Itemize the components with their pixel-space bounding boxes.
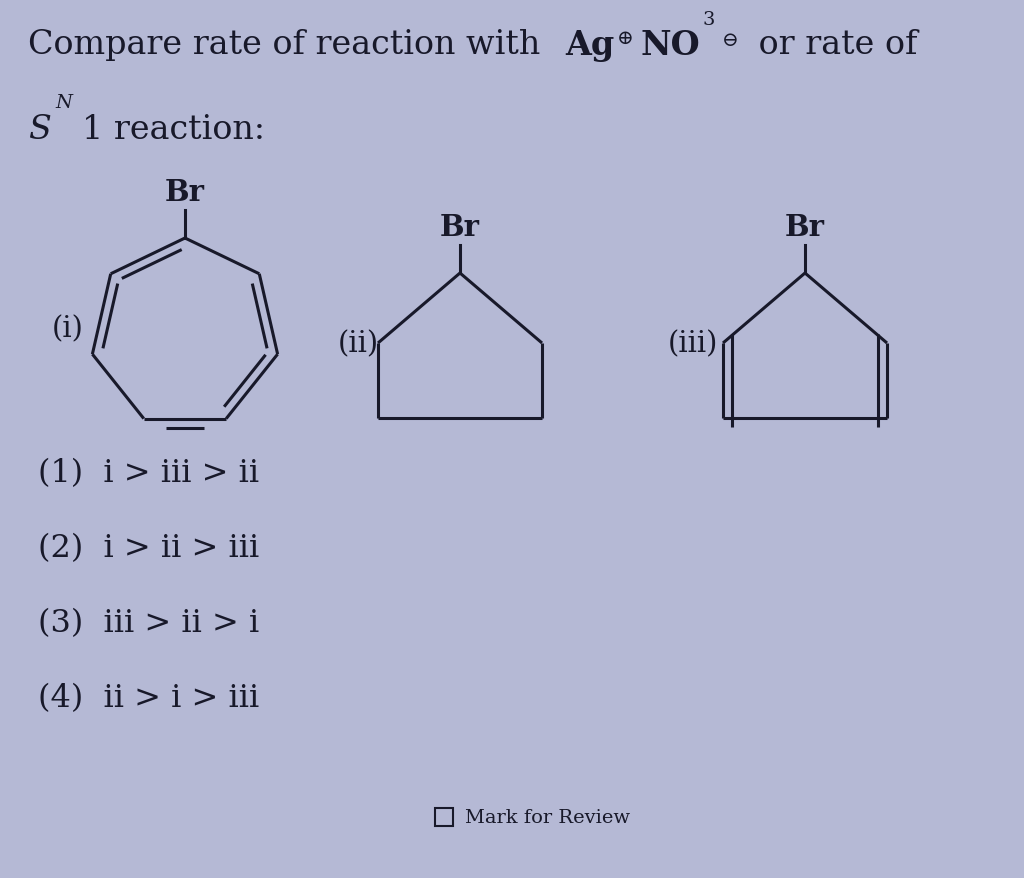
Text: Compare rate of reaction with: Compare rate of reaction with [28, 29, 551, 61]
Text: Br: Br [785, 212, 825, 241]
Text: Br: Br [440, 212, 480, 241]
Text: NO: NO [640, 29, 699, 62]
Text: (1)  i > iii > ii: (1) i > iii > ii [38, 458, 259, 489]
Text: ⊕: ⊕ [617, 29, 634, 48]
Text: 3: 3 [702, 11, 715, 29]
Text: (3)  iii > ii > i: (3) iii > ii > i [38, 608, 259, 639]
FancyBboxPatch shape [435, 808, 453, 826]
Text: or rate of: or rate of [748, 29, 918, 61]
Text: (2)  i > ii > iii: (2) i > ii > iii [38, 533, 259, 564]
Text: (iii): (iii) [668, 329, 719, 357]
Text: N: N [55, 94, 72, 112]
Text: S: S [28, 114, 51, 146]
Text: (ii): (ii) [338, 329, 379, 357]
Text: Ag: Ag [565, 29, 614, 62]
Text: Br: Br [165, 178, 205, 206]
Text: 1 reaction:: 1 reaction: [82, 114, 265, 146]
Text: (i): (i) [52, 314, 84, 342]
Text: (4)  ii > i > iii: (4) ii > i > iii [38, 683, 259, 714]
Text: ⊖: ⊖ [722, 31, 738, 50]
Text: Mark for Review: Mark for Review [465, 808, 630, 826]
